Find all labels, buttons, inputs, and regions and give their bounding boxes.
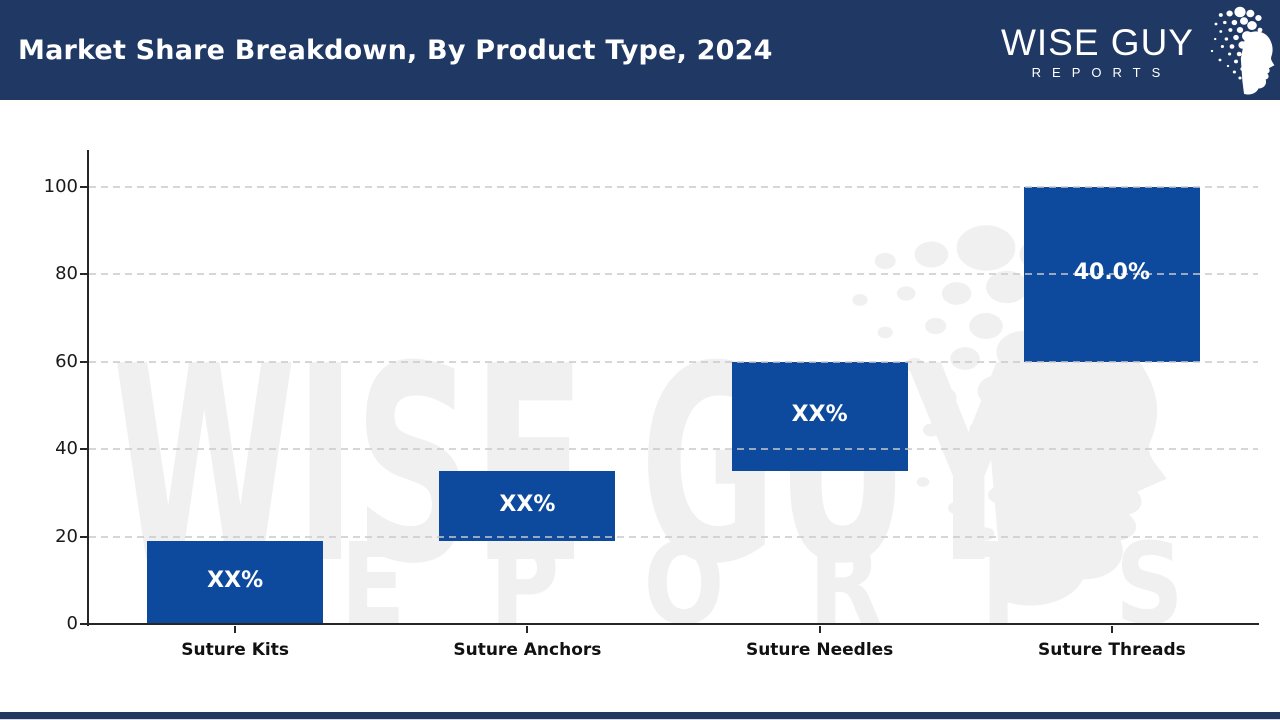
y-tick-label: 80 [55,263,78,285]
x-category-label: Suture Needles [745,640,894,660]
x-tick-mark [526,626,529,633]
gridline-20 [89,535,1258,538]
y-tick-label: 40 [55,438,78,460]
x-tick-mark [818,626,821,633]
bar-value-label: 40.0% [1073,260,1151,286]
x-category-label: Suture Kits [181,640,289,660]
y-tick-label: 60 [55,350,78,372]
gridline-60 [89,360,1258,363]
chart-title: Market Share Breakdown, By Product Type,… [18,34,773,66]
x-tick-mark [234,626,237,633]
y-tick-mark [80,623,88,625]
y-axis-spine [87,150,89,626]
plot-area: WISE GUY R E P O R T S XX% Suture Kits XX%… [0,100,1280,713]
y-tick-mark [80,186,88,188]
bar-value-label: XX% [499,492,556,517]
x-tick-mark [1110,626,1113,633]
wise-guy-logo: WISE GUY REPORTS [1001,4,1276,98]
gridline-100 [89,186,1258,188]
y-tick-mark [80,448,88,451]
gridline-40 [89,448,1258,451]
logo-head-icon [1210,6,1275,95]
y-tick-mark [80,360,88,363]
logo-main-text: WISE GUY [1000,22,1194,63]
bar-suture-kits [147,540,324,624]
y-tick-label: 20 [55,525,78,547]
y-tick-mark [80,535,88,538]
bar-suture-anchors [439,471,616,541]
y-tick-label: 100 [43,176,78,197]
x-axis-spine [87,623,1259,625]
y-tick-label: 0 [66,613,78,634]
header-bar: Market Share Breakdown, By Product Type,… [0,0,1280,100]
x-category-label: Suture Threads [1037,640,1186,660]
gridline-80 [89,273,1258,276]
bar-suture-needles [731,361,908,472]
logo-wordmark: WISE GUY REPORTS [1001,22,1194,80]
bar-value-label: XX% [791,402,848,428]
bar-value-label: XX% [207,568,264,594]
footer-bar [0,712,1280,719]
logo-sub-text: REPORTS [1031,65,1172,80]
y-tick-mark [80,273,88,276]
x-category-label: Suture Anchors [453,640,602,660]
